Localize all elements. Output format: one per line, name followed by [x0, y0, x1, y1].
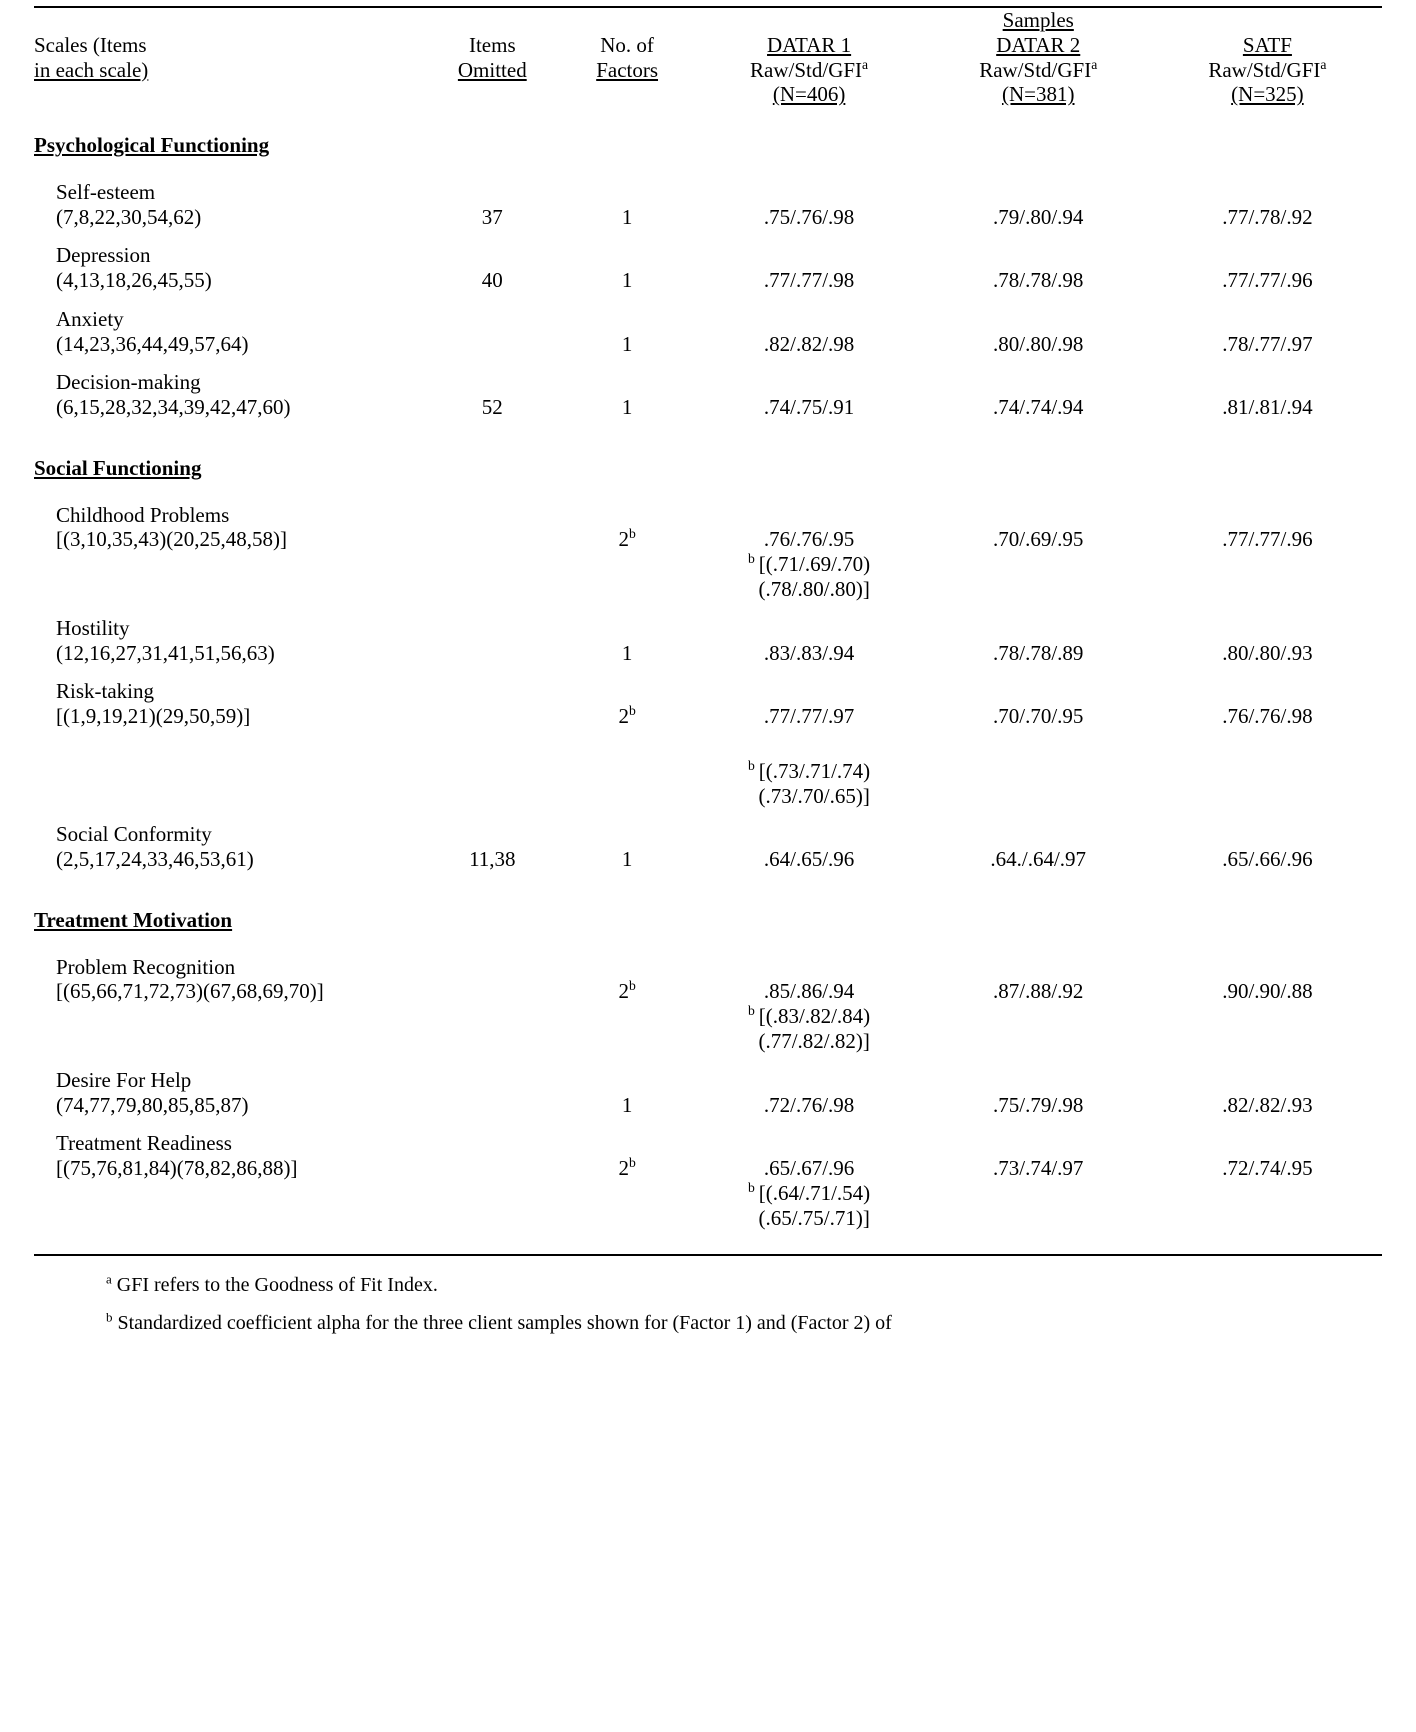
scale-row: Desire For Help: [34, 1054, 1382, 1093]
header-row-samples: Samples: [34, 8, 1382, 33]
samples-label: Samples: [1003, 8, 1074, 32]
scale-data-row: [(3,10,35,43)(20,25,48,58)]2b.76/.76/.95…: [34, 527, 1382, 552]
section-title-row: Treatment Motivation: [34, 882, 1382, 941]
section-gap: [34, 1230, 1382, 1240]
no-factors-line1: No. of: [560, 33, 695, 58]
scale-data-row: (74,77,79,80,85,85,87)1.72/.76/.98.75/.7…: [34, 1093, 1382, 1118]
n-satf: (N=325): [1153, 82, 1382, 107]
header-row-sample-names: Scales (Items Items No. of DATAR 1 DATAR…: [34, 33, 1382, 58]
section-title: Psychological Functioning: [34, 133, 269, 157]
scale-row: Childhood Problems: [34, 489, 1382, 528]
section-title-row: Psychological Functioning: [34, 107, 1382, 166]
footnote-a: a GFI refers to the Goodness of Fit Inde…: [34, 1274, 1382, 1298]
page-root: Samples Scales (Items Items No. of DATAR…: [0, 0, 1416, 1356]
gap-row: [34, 729, 1382, 759]
metric-d1: Raw/Std/GFIa: [695, 58, 924, 83]
scale-extra-row: b[(.64/.71/.54) (.65/.75/.71)]: [34, 1181, 1382, 1231]
scale-row: Social Conformity: [34, 808, 1382, 847]
spacer: [34, 1256, 1382, 1274]
scale-row: Anxiety: [34, 293, 1382, 332]
scale-data-row: [(75,76,81,84)(78,82,86,88)]2b.65/.67/.9…: [34, 1156, 1382, 1181]
scale-extra-row: b[(.83/.82/.84) (.77/.82/.82)]: [34, 1004, 1382, 1054]
datar2-cell: DATAR 2: [924, 33, 1153, 58]
scale-extra-row: b[(.73/.71/.74) (.73/.70/.65)]: [34, 759, 1382, 809]
scale-header-line2: in each scale): [34, 58, 425, 83]
spacer: [34, 1298, 1382, 1312]
items-omitted-line2: Omitted: [425, 58, 560, 83]
satf-cell: SATF: [1153, 33, 1382, 58]
section-gap: [34, 420, 1382, 430]
samples-cell: Samples: [695, 8, 1383, 33]
footnote-b: b Standardized coefficient alpha for the…: [34, 1312, 1382, 1336]
items-omitted-line1: Items: [425, 33, 560, 58]
scale-row: Decision-making: [34, 356, 1382, 395]
scale-data-row: (12,16,27,31,41,51,56,63)1.83/.83/.94.78…: [34, 641, 1382, 666]
scale-data-row: (4,13,18,26,45,55)401.77/.77/.98.78/.78/…: [34, 268, 1382, 293]
scale-data-row: (7,8,22,30,54,62)371.75/.76/.98.79/.80/.…: [34, 205, 1382, 230]
scale-row: Depression: [34, 229, 1382, 268]
section-title: Treatment Motivation: [34, 908, 232, 932]
n-d1: (N=406): [695, 82, 924, 107]
section-title-row: Social Functioning: [34, 430, 1382, 489]
datar2-title: DATAR 2: [996, 33, 1080, 57]
scale-data-row: [(65,66,71,72,73)(67,68,69,70)]2b.85/.86…: [34, 979, 1382, 1004]
sections-body: Psychological Functioning Self-esteem(7,8…: [34, 107, 1382, 1240]
scale-row: Self-esteem: [34, 166, 1382, 205]
scale-data-row: [(1,9,19,21)(29,50,59)]2b.77/.77/.97.70/…: [34, 704, 1382, 729]
header-row-n: (N=406) (N=381) (N=325): [34, 82, 1382, 107]
datar1-cell: DATAR 1: [695, 33, 924, 58]
datar1-title: DATAR 1: [767, 33, 851, 57]
header-row-metric: in each scale) Omitted Factors Raw/Std/G…: [34, 58, 1382, 83]
scale-row: Problem Recognition: [34, 941, 1382, 980]
scale-extra-row: b[(.71/.69/.70) (.78/.80/.80)]: [34, 552, 1382, 602]
satf-title: SATF: [1243, 33, 1292, 57]
data-table: Samples Scales (Items Items No. of DATAR…: [34, 8, 1382, 1240]
scale-row: Treatment Readiness: [34, 1117, 1382, 1156]
scale-row: Risk-taking: [34, 665, 1382, 704]
metric-d2: Raw/Std/GFIa: [924, 58, 1153, 83]
n-d2: (N=381): [924, 82, 1153, 107]
spacer: [34, 1240, 1382, 1254]
section-title: Social Functioning: [34, 456, 201, 480]
scale-data-row: (2,5,17,24,33,46,53,61)11,381.64/.65/.96…: [34, 847, 1382, 872]
no-factors-line2: Factors: [560, 58, 695, 83]
scale-header-line1: Scales (Items: [34, 33, 425, 58]
metric-satf: Raw/Std/GFIa: [1153, 58, 1382, 83]
scale-data-row: (14,23,36,44,49,57,64)1.82/.82/.98.80/.8…: [34, 332, 1382, 357]
section-gap: [34, 872, 1382, 882]
scale-data-row: (6,15,28,32,34,39,42,47,60)521.74/.75/.9…: [34, 395, 1382, 420]
scale-row: Hostility: [34, 602, 1382, 641]
